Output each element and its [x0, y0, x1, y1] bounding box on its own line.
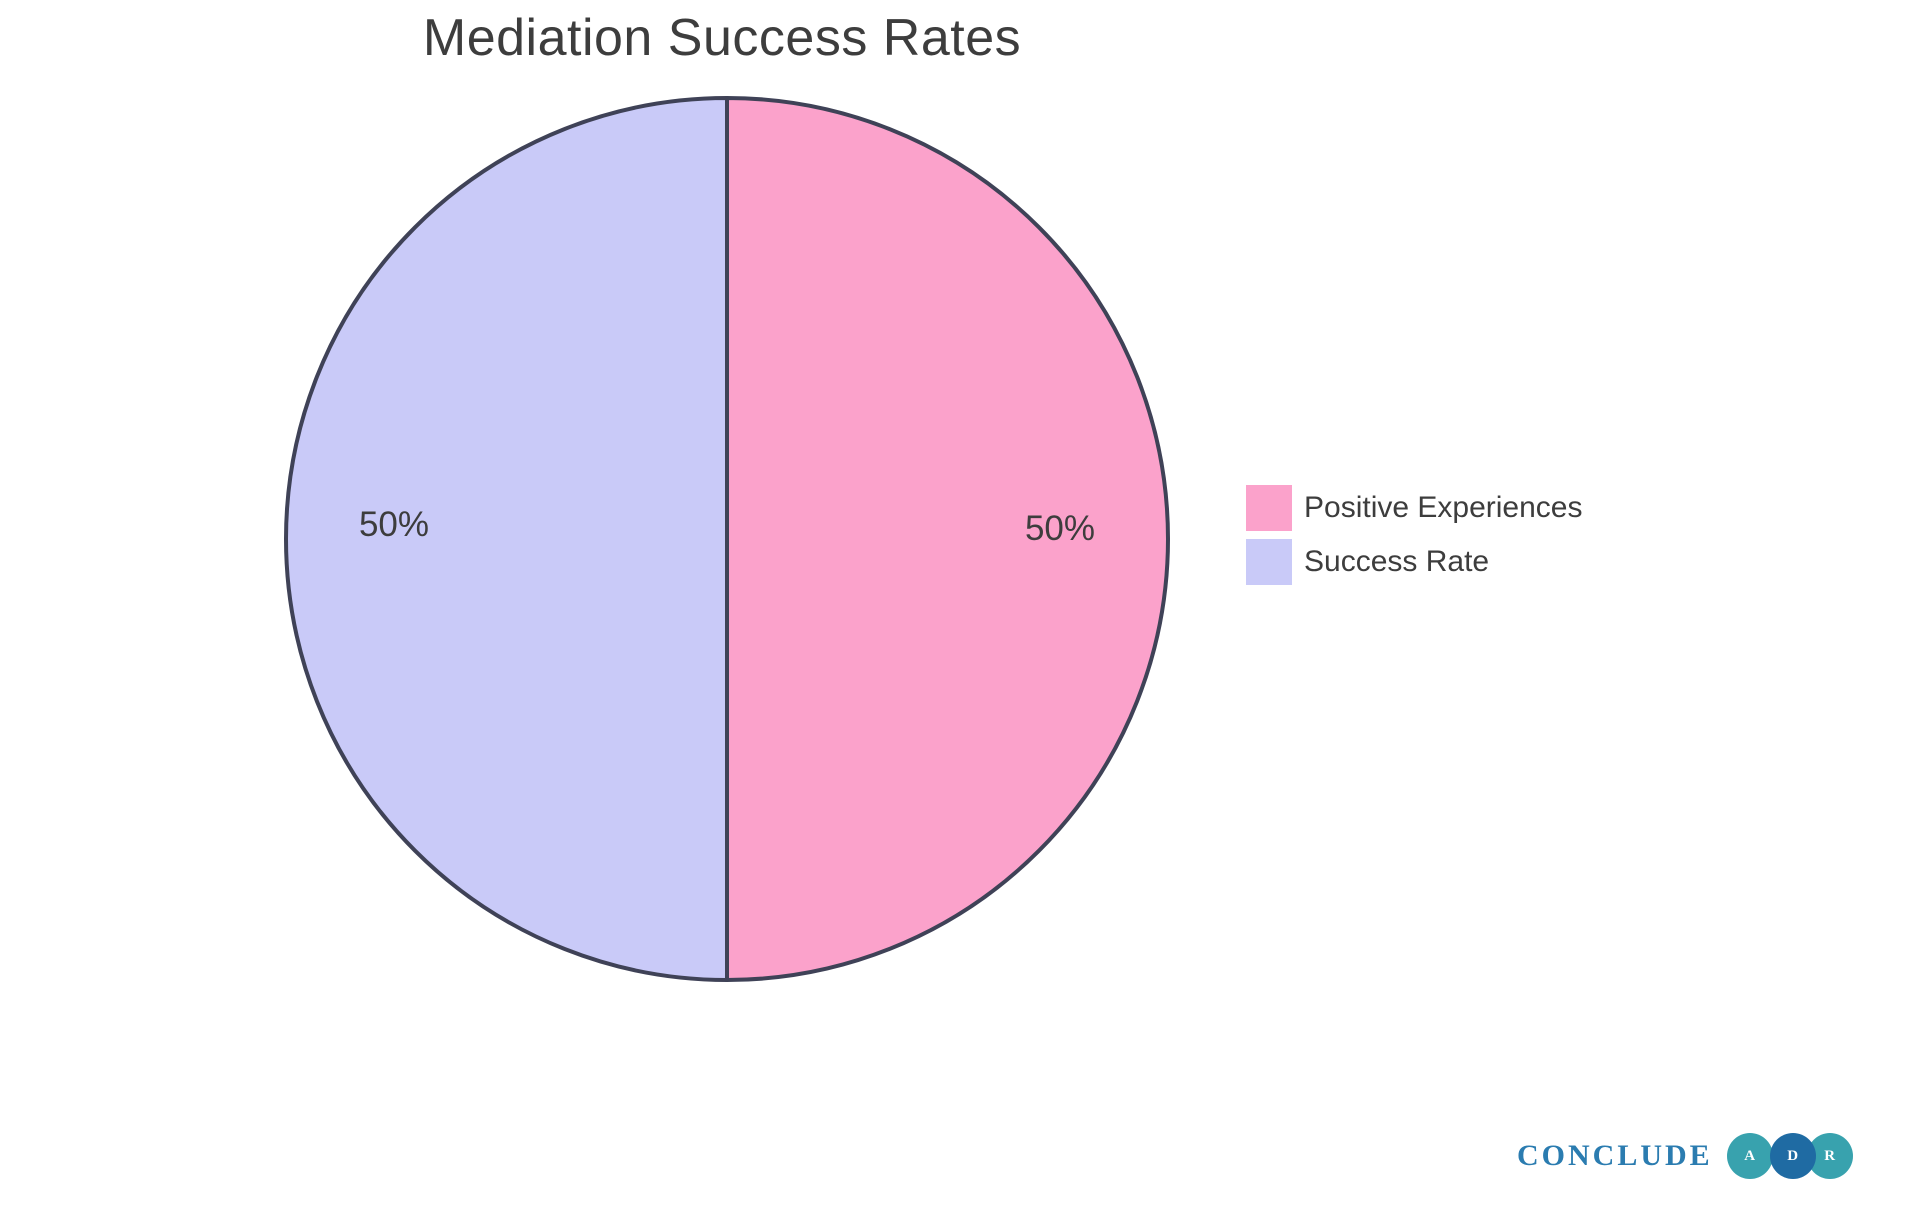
logo-badge-d-letter: D	[1787, 1147, 1799, 1164]
logo-wordmark: CONCLUDE	[1517, 1139, 1713, 1172]
slice-label-positive-experiences: 50%	[1024, 509, 1096, 548]
legend-item-positive-experiences: Positive Experiences	[1246, 485, 1582, 531]
logo-badge-r-letter: R	[1824, 1147, 1836, 1164]
logo-badge-d-circle: D	[1769, 1133, 1816, 1179]
chart-title: Mediation Success Rates	[422, 9, 1022, 67]
logo-badge-a-letter: A	[1744, 1147, 1756, 1164]
logo-badge-a-circle: A	[1726, 1133, 1773, 1179]
legend-swatch-positive-experiences	[1246, 485, 1292, 531]
pie-slice-success-rate	[284, 96, 729, 982]
legend-item-success-rate: Success Rate	[1246, 539, 1582, 585]
legend: Positive Experiences Success Rate	[1246, 485, 1582, 593]
conclude-adr-logo: CONCLUDE A D R	[1517, 1132, 1853, 1180]
legend-swatch-success-rate	[1246, 539, 1292, 585]
pie-slice-positive-experiences	[725, 96, 1170, 982]
legend-label-positive-experiences: Positive Experiences	[1304, 491, 1583, 524]
legend-label-success-rate: Success Rate	[1304, 545, 1490, 578]
slice-label-success-rate: 50%	[358, 505, 430, 544]
